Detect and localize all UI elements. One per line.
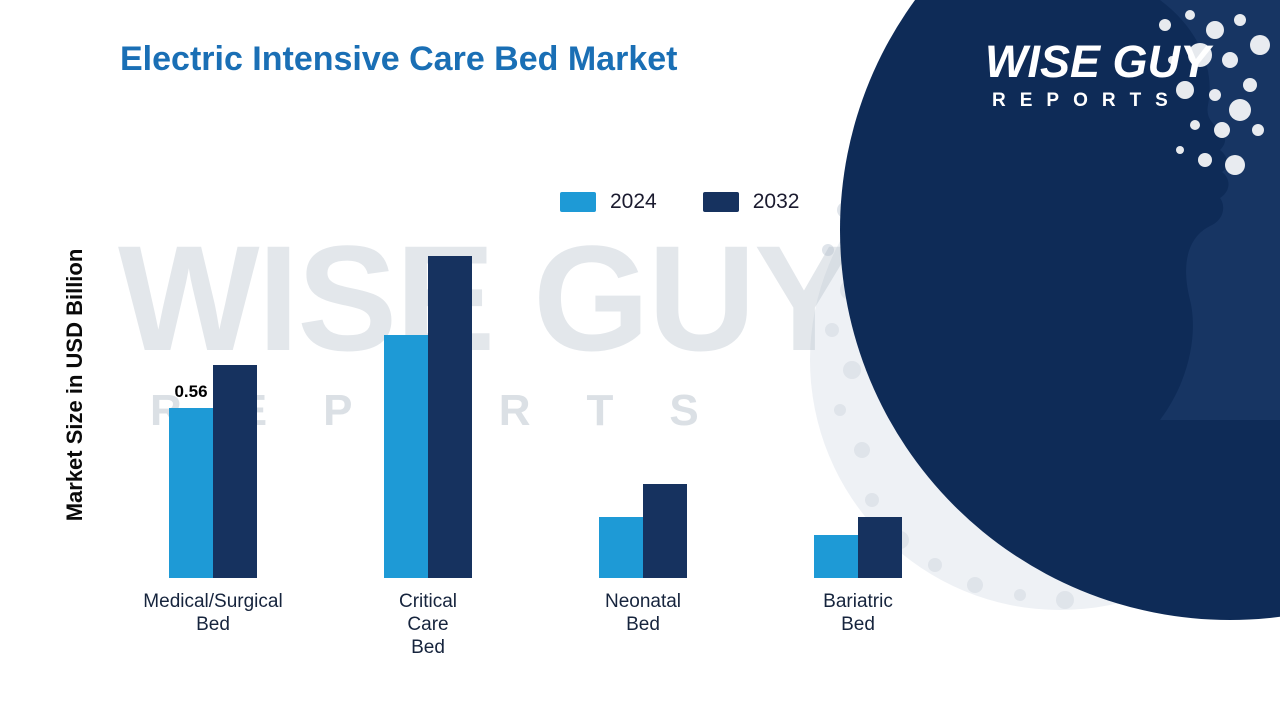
dot [967, 577, 983, 593]
dot [1243, 78, 1257, 92]
dot [1209, 89, 1221, 101]
dot [834, 404, 846, 416]
dot [822, 244, 834, 256]
page-title: Electric Intensive Care Bed Market [120, 40, 678, 78]
wiseguy-logo-reports: REPORTS [992, 90, 1182, 111]
dot [1214, 122, 1230, 138]
dot [1250, 35, 1270, 55]
category-label: Bariatric Bed [823, 591, 893, 635]
bar-2032 [428, 256, 472, 578]
dot [843, 361, 861, 379]
bar-2024 [814, 535, 858, 578]
bar-2032 [213, 365, 257, 578]
watermark-wiseguy-text: WISE GUY [118, 214, 854, 382]
dot [1252, 124, 1264, 136]
wiseguy-logo-text: WISE GUY [985, 36, 1211, 87]
legend-label-2024: 2024 [610, 190, 657, 213]
dot [865, 493, 879, 507]
legend-swatch-2024 [560, 192, 596, 212]
dot [1222, 52, 1238, 68]
bar-value-label: 0.56 [174, 382, 208, 401]
dot [1229, 99, 1251, 121]
bar-2024 [169, 408, 213, 578]
dot [1225, 155, 1245, 175]
dot [1206, 21, 1224, 39]
dot [1159, 19, 1171, 31]
dot [1234, 14, 1246, 26]
dot [825, 323, 839, 337]
dot [1056, 591, 1074, 609]
legend-item-2032: 2032 [702, 190, 800, 214]
dot [1014, 589, 1026, 601]
dot [1176, 81, 1194, 99]
legend-item-2024: 2024 [560, 190, 657, 214]
bar-2032 [858, 517, 902, 578]
bar-2024 [599, 517, 643, 578]
dot [1198, 153, 1212, 167]
bar-2024 [384, 335, 428, 578]
category-label: Medical/Surgical Bed [143, 591, 283, 635]
dot [1185, 10, 1195, 20]
bar-2032 [643, 484, 687, 578]
dot [1168, 56, 1176, 64]
dot [928, 558, 942, 572]
dot [854, 442, 870, 458]
dot [1190, 120, 1200, 130]
dot [1176, 146, 1184, 154]
dot [1188, 43, 1212, 67]
legend-label-2032: 2032 [752, 190, 800, 213]
category-label: Neonatal Bed [604, 591, 682, 635]
legend-swatch-2032 [702, 192, 739, 212]
category-label: Critical Care Bed [398, 591, 458, 658]
legend: 2024 2032 [560, 190, 799, 214]
